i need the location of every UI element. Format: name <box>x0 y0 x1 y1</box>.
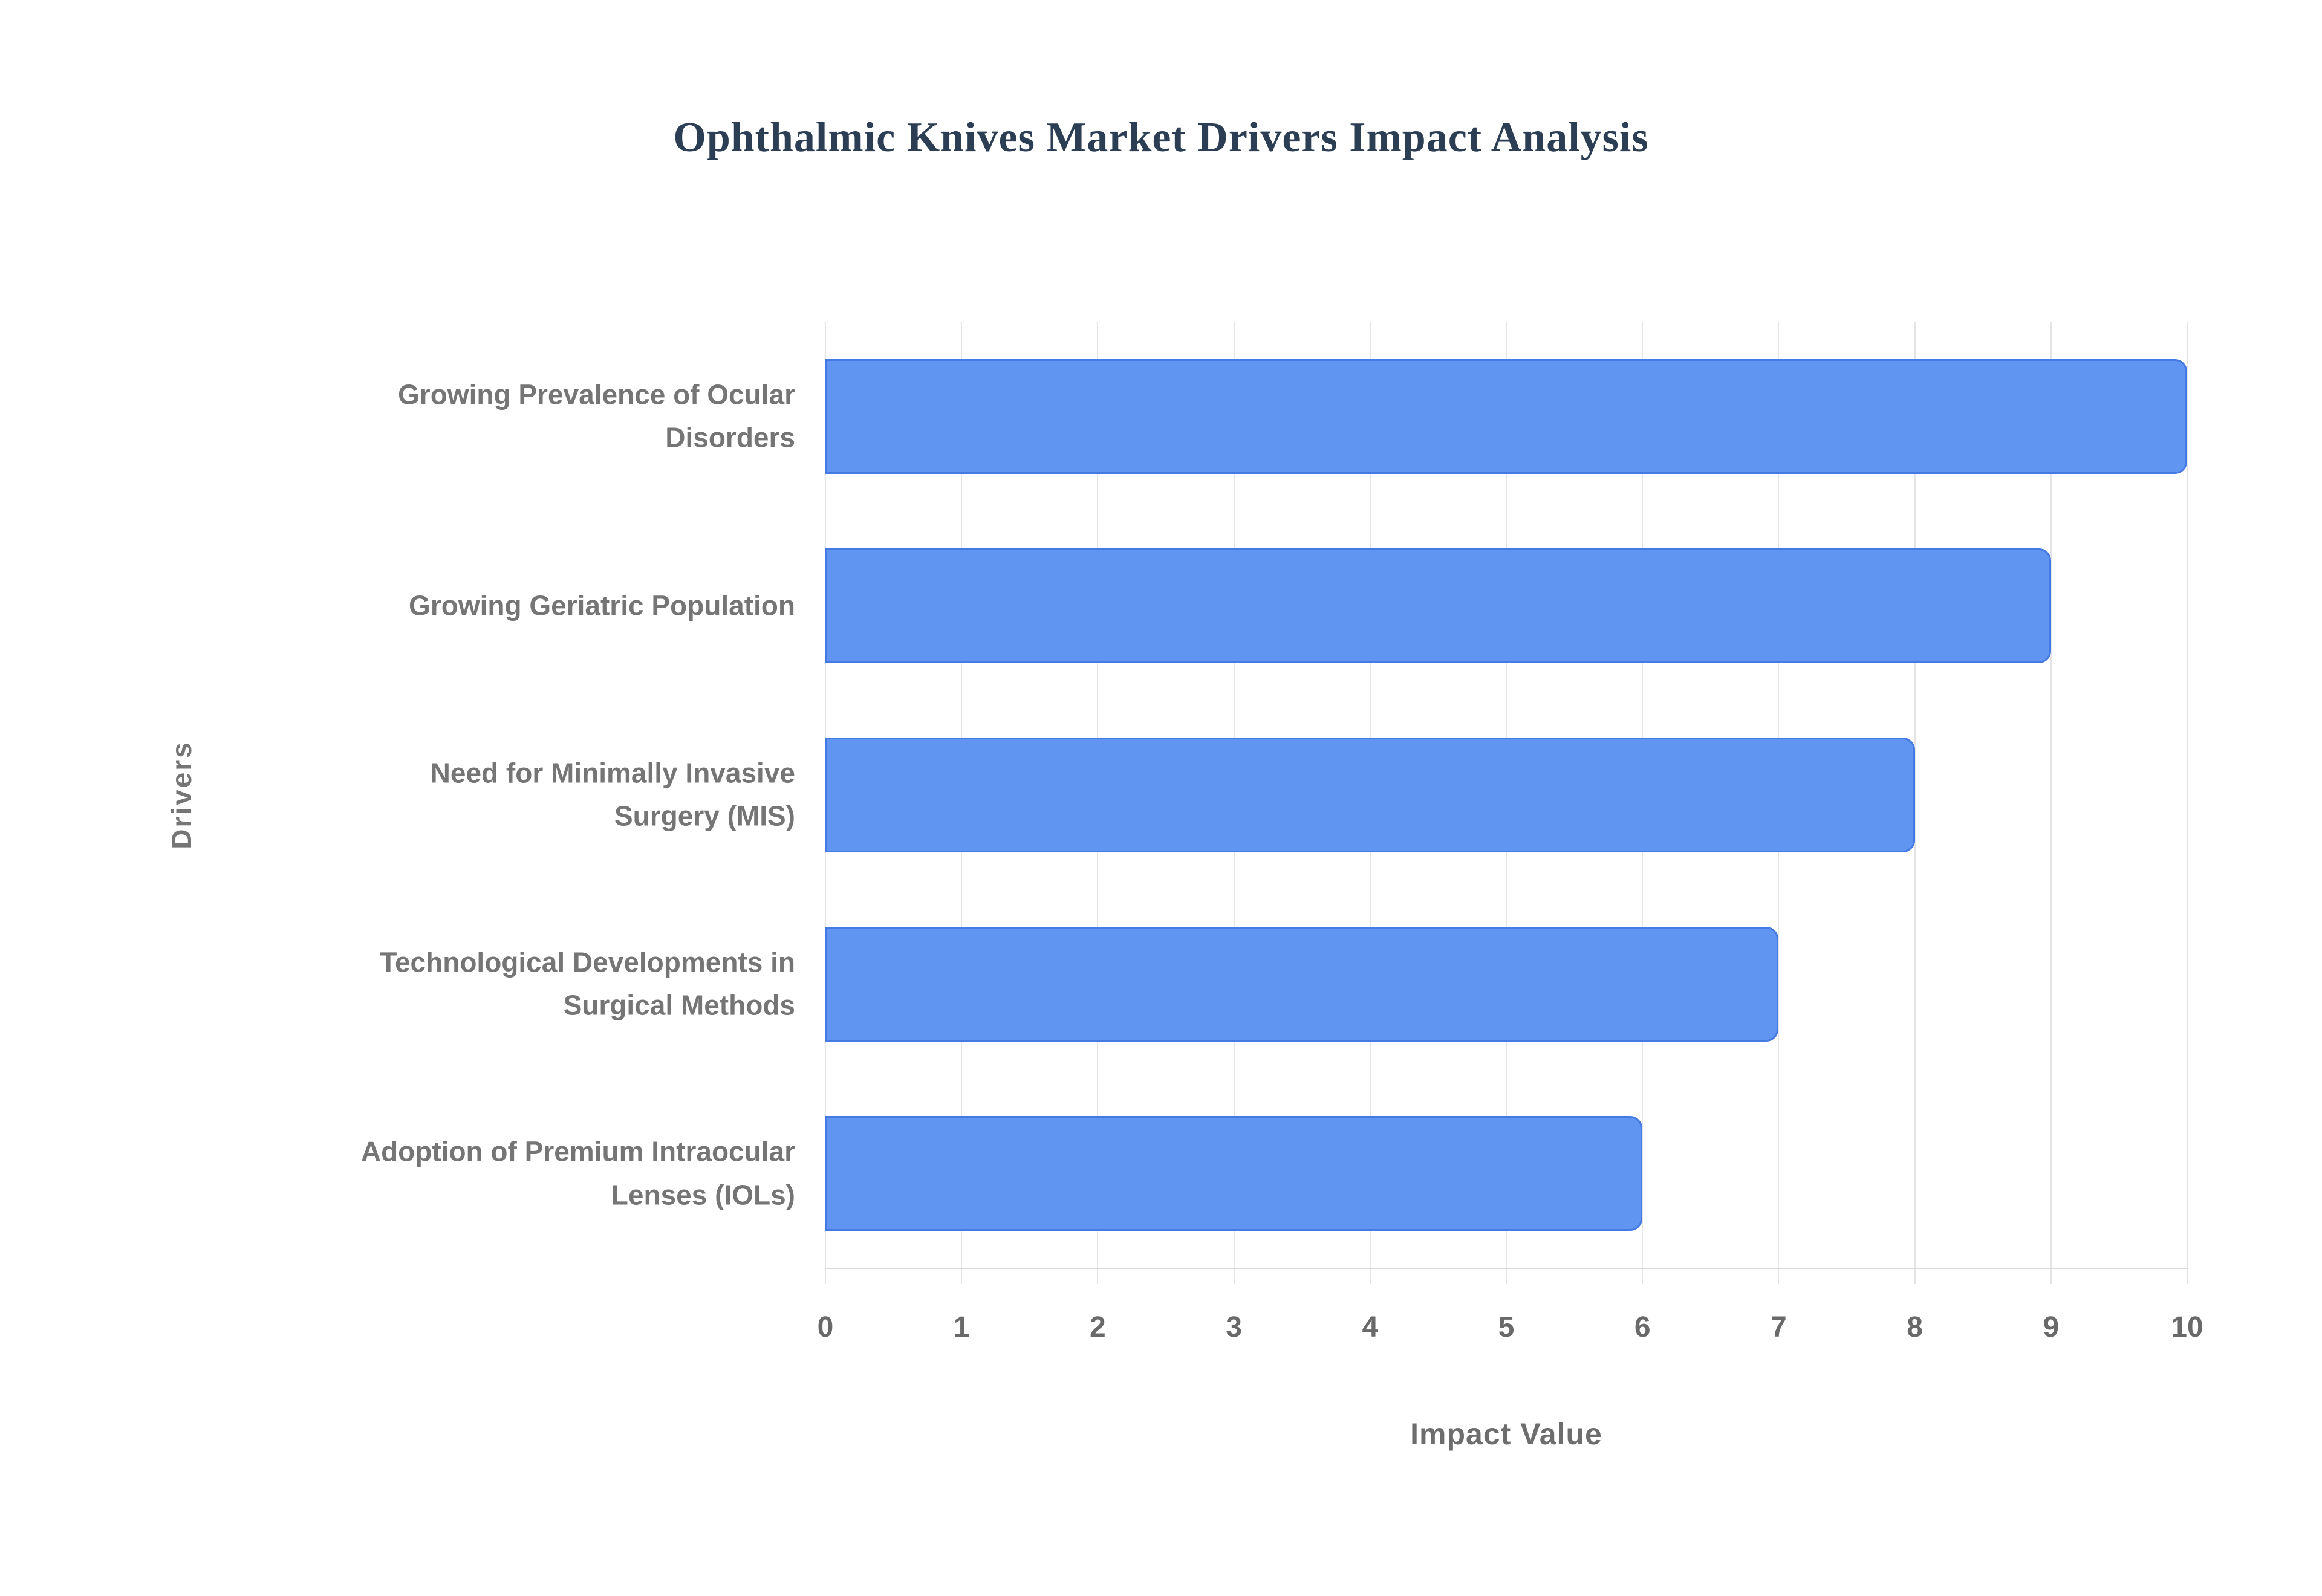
gridline <box>2187 322 2188 1284</box>
x-tick-label: 10 <box>2171 1311 2203 1343</box>
gridline <box>2050 322 2052 1284</box>
x-tick-label: 0 <box>817 1311 834 1343</box>
x-axis-line <box>825 1268 2188 1269</box>
y-category-label: Need for Minimally Invasive Surgery (MIS… <box>430 757 795 832</box>
x-tick-label: 8 <box>1907 1311 1923 1343</box>
plot-area <box>825 322 2188 1284</box>
x-tick-label: 2 <box>1090 1311 1106 1343</box>
y-category-label: Adoption of Premium Intraocular Lenses (… <box>360 1136 795 1211</box>
bar <box>825 1116 1643 1231</box>
x-tick-label: 4 <box>1362 1311 1379 1343</box>
bar <box>825 927 1779 1042</box>
bar <box>825 738 1915 852</box>
y-category-label: Technological Developments in Surgical M… <box>380 946 795 1022</box>
y-category-label: Growing Geriatric Population <box>409 589 795 621</box>
x-tick-label: 7 <box>1771 1311 1787 1343</box>
y-axis-title: Drivers <box>166 741 197 849</box>
chart-title: Ophthalmic Knives Market Drivers Impact … <box>673 114 1649 161</box>
x-axis-title: Impact Value <box>1410 1417 1602 1451</box>
bar <box>825 548 2051 663</box>
gridline <box>1914 322 1916 1284</box>
x-tick-label: 6 <box>1634 1311 1651 1343</box>
x-tick-label: 3 <box>1226 1311 1242 1343</box>
bar <box>825 358 2187 474</box>
x-tick-label: 5 <box>1498 1311 1515 1343</box>
x-tick-label: 1 <box>953 1311 970 1343</box>
y-category-label: Growing Prevalence of Ocular Disorders <box>398 378 795 453</box>
x-tick-label: 9 <box>2043 1311 2060 1343</box>
